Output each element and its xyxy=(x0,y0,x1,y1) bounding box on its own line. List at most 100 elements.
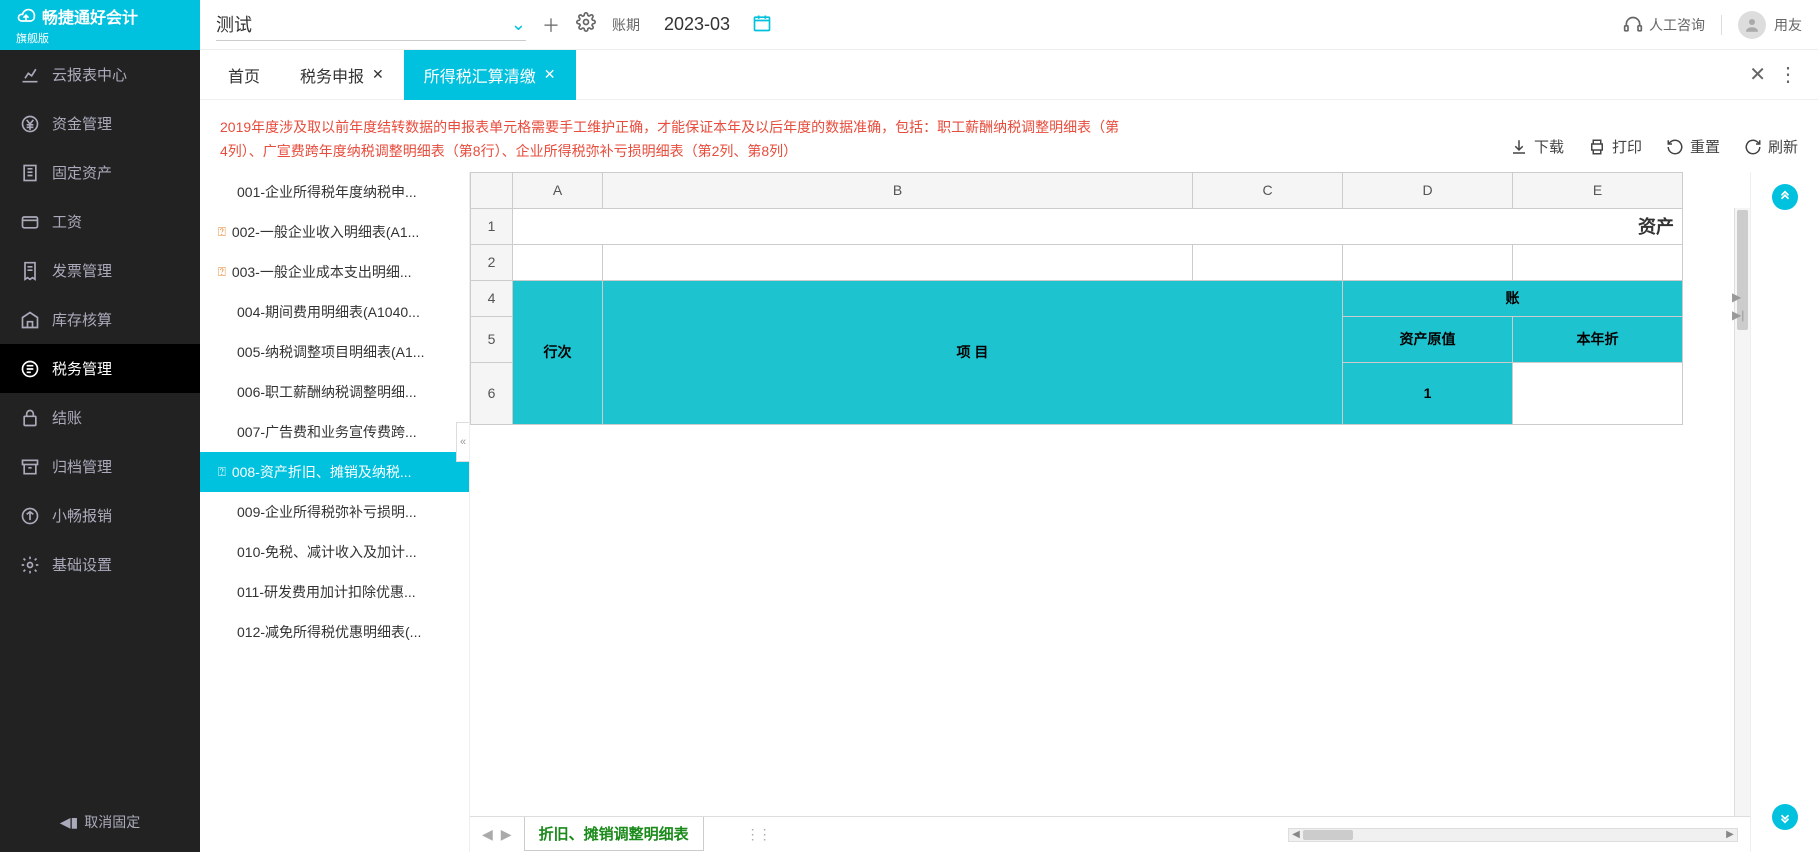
tax-icon xyxy=(20,359,40,379)
sidebar-item-settings[interactable]: 基础设置 xyxy=(0,540,200,589)
form-list-item-label: 003-一般企业成本支出明细... xyxy=(232,262,412,282)
avatar xyxy=(1738,11,1766,39)
print-button[interactable]: 打印 xyxy=(1588,136,1642,157)
form-list-item[interactable]: 005-纳税调整项目明细表(A1... xyxy=(200,332,469,372)
sidebar-footer-label: 取消固定 xyxy=(84,812,140,832)
user-menu[interactable]: 用友 xyxy=(1738,11,1802,39)
username: 用友 xyxy=(1774,15,1802,35)
toolbar-label: 刷新 xyxy=(1768,136,1798,157)
form-list-item[interactable]: ⍰002-一般企业收入明细表(A1... xyxy=(200,212,469,252)
sidebar-item-label: 库存核算 xyxy=(52,309,112,330)
divider xyxy=(1721,15,1722,35)
form-list-item-label: 006-职工薪酬纳税调整明细... xyxy=(237,382,417,402)
sheet-table[interactable]: ABCDE1资产24行次项 目账5资产原值本年折61 xyxy=(470,172,1683,425)
scroll-left-icon[interactable]: ◀ xyxy=(1289,829,1303,840)
sidebar-item-invoice[interactable]: 发票管理 xyxy=(0,246,200,295)
brand-title: 畅捷通好会计 xyxy=(42,4,138,28)
settings-icon xyxy=(20,555,40,575)
sidebar-item-salary[interactable]: 工资 xyxy=(0,197,200,246)
warehouse-icon xyxy=(20,310,40,330)
form-list-item[interactable]: 001-企业所得税年度纳税申... xyxy=(200,172,469,212)
tab-label: 首页 xyxy=(228,63,260,87)
notice-row: 2019年度涉及取以前年度结转数据的申报表单元格需要手工维护正确，才能保证本年及… xyxy=(200,100,1818,172)
sidebar-unpin-button[interactable]: ◀▮ 取消固定 xyxy=(0,802,200,842)
form-list-item-label: 001-企业所得税年度纳税申... xyxy=(237,182,417,202)
sheet-next-icon[interactable]: ▶ xyxy=(501,826,512,843)
year-up-button[interactable] xyxy=(1772,184,1798,210)
form-list-item-label: 002-一般企业收入明细表(A1... xyxy=(232,222,419,242)
sidebar-item-label: 工资 xyxy=(52,211,82,232)
sidebar-item-reimburse[interactable]: 小畅报销 xyxy=(0,491,200,540)
form-list-item-label: 011-研发费用加计扣除优惠... xyxy=(237,582,416,602)
sidebar-item-inventory[interactable]: 库存核算 xyxy=(0,295,200,344)
form-list-collapse-button[interactable]: « xyxy=(456,422,470,462)
tab-more-icon[interactable]: ⋮ xyxy=(1778,62,1798,87)
form-list-item-label: 005-纳税调整项目明细表(A1... xyxy=(237,342,424,362)
sidebar-item-cloud-report[interactable]: 云报表中心 xyxy=(0,50,200,99)
form-list-item-label: 007-广告费和业务宣传费跨... xyxy=(237,422,417,442)
calendar-icon[interactable] xyxy=(752,13,772,36)
spreadsheet: ABCDE1资产24行次项 目账5资产原值本年折61 ▶ ▶| ◀ ▶ 折旧、摊… xyxy=(470,172,1750,852)
sidebar-item-label: 基础设置 xyxy=(52,554,112,575)
form-list-item[interactable]: ⍰ 003-一般企业成本支出明细... xyxy=(200,252,469,292)
sheet-next-icon[interactable]: ▶ xyxy=(1732,290,1750,304)
sheet-tab[interactable]: 折旧、摊销调整明细表 xyxy=(524,817,704,851)
scroll-right-icon[interactable]: ▶ xyxy=(1723,829,1737,840)
content: 首页 税务申报 ✕ 所得税汇算清缴 ✕ ✕ ⋮ 2019年度涉及取以前年度结转数据的… xyxy=(200,50,1818,852)
form-list-item[interactable]: 007-广告费和业务宣传费跨... xyxy=(200,412,469,452)
gear-icon[interactable] xyxy=(576,12,596,37)
tab-tax-filing[interactable]: 税务申报 ✕ xyxy=(280,50,404,100)
unpin-icon: ◀▮ xyxy=(60,814,78,831)
sheet-prev-icon[interactable]: ◀ xyxy=(482,826,493,843)
tab-close-all-icon[interactable]: ✕ xyxy=(1749,62,1766,87)
tab-income-tax-settlement[interactable]: 所得税汇算清缴 ✕ xyxy=(404,50,576,100)
reset-button[interactable]: 重置 xyxy=(1666,136,1720,157)
form-list-item[interactable]: 012-减免所得税优惠明细表(... xyxy=(200,612,469,652)
sidebar: ◀ 云报表中心 资金管理 固定资产 工资 发票管理 库存核算 税务管理 xyxy=(0,50,200,852)
form-list-item[interactable]: 004-期间费用明细表(A1040... xyxy=(200,292,469,332)
horizontal-scrollbar[interactable]: ◀ ▶ xyxy=(1288,828,1738,842)
sidebar-item-label: 固定资产 xyxy=(52,162,112,183)
form-list-item[interactable]: 010-免税、减计收入及加计... xyxy=(200,532,469,572)
download-button[interactable]: 下载 xyxy=(1510,136,1564,157)
headset-icon xyxy=(1623,15,1643,35)
form-list-item[interactable]: 006-职工薪酬纳税调整明细... xyxy=(200,372,469,412)
cloud-icon xyxy=(16,6,36,26)
lock-icon xyxy=(20,408,40,428)
form-list: 001-企业所得税年度纳税申...⍰002-一般企业收入明细表(A1...⍰00… xyxy=(200,172,470,852)
year-down-button[interactable] xyxy=(1772,804,1798,830)
chart-icon xyxy=(20,65,40,85)
brand-logo: 畅捷通好会计 旗舰版 xyxy=(0,0,200,50)
tab-label: 税务申报 xyxy=(300,63,364,87)
form-list-item[interactable]: 009-企业所得税弥补亏损明... xyxy=(200,492,469,532)
toolbar-label: 下载 xyxy=(1534,136,1564,157)
sheet-end-icon[interactable]: ▶| xyxy=(1732,308,1750,322)
sidebar-item-label: 小畅报销 xyxy=(52,505,112,526)
tab-home[interactable]: 首页 xyxy=(208,50,280,100)
receipt-icon xyxy=(20,261,40,281)
refresh-button[interactable]: 刷新 xyxy=(1744,136,1798,157)
sidebar-item-label: 资金管理 xyxy=(52,113,112,134)
sidebar-item-archive[interactable]: 归档管理 xyxy=(0,442,200,491)
sidebar-item-close[interactable]: 结账 xyxy=(0,393,200,442)
form-list-item-label: 009-企业所得税弥补亏损明... xyxy=(237,502,417,522)
support-button[interactable]: 人工咨询 xyxy=(1623,15,1705,35)
form-list-item[interactable]: 011-研发费用加计扣除优惠... xyxy=(200,572,469,612)
form-list-item-label: 010-免税、减计收入及加计... xyxy=(237,542,417,562)
tabs-bar: 首页 税务申报 ✕ 所得税汇算清缴 ✕ ✕ ⋮ xyxy=(200,50,1818,100)
question-icon: ⍰ xyxy=(218,264,226,280)
grip-icon[interactable]: ⋮⋮ xyxy=(746,826,770,843)
tab-label: 所得税汇算清缴 xyxy=(424,63,536,87)
notice-text: 2019年度涉及取以前年度结转数据的申报表单元格需要手工维护正确，才能保证本年及… xyxy=(220,116,1120,164)
company-selector[interactable]: 测试 ⌄ xyxy=(216,9,526,41)
plus-icon[interactable]: ＋ xyxy=(542,12,560,38)
close-icon[interactable]: ✕ xyxy=(544,66,556,83)
close-icon[interactable]: ✕ xyxy=(372,66,384,83)
sidebar-item-fixed-asset[interactable]: 固定资产 xyxy=(0,148,200,197)
question-icon: ⍰ xyxy=(218,464,226,480)
sidebar-item-label: 发票管理 xyxy=(52,260,112,281)
form-list-item-label: 008-资产折旧、摊销及纳税... xyxy=(232,462,412,482)
form-list-item[interactable]: ⍰ 008-资产折旧、摊销及纳税... xyxy=(200,452,469,492)
sidebar-item-fund[interactable]: 资金管理 xyxy=(0,99,200,148)
sidebar-item-tax[interactable]: 税务管理 xyxy=(0,344,200,393)
